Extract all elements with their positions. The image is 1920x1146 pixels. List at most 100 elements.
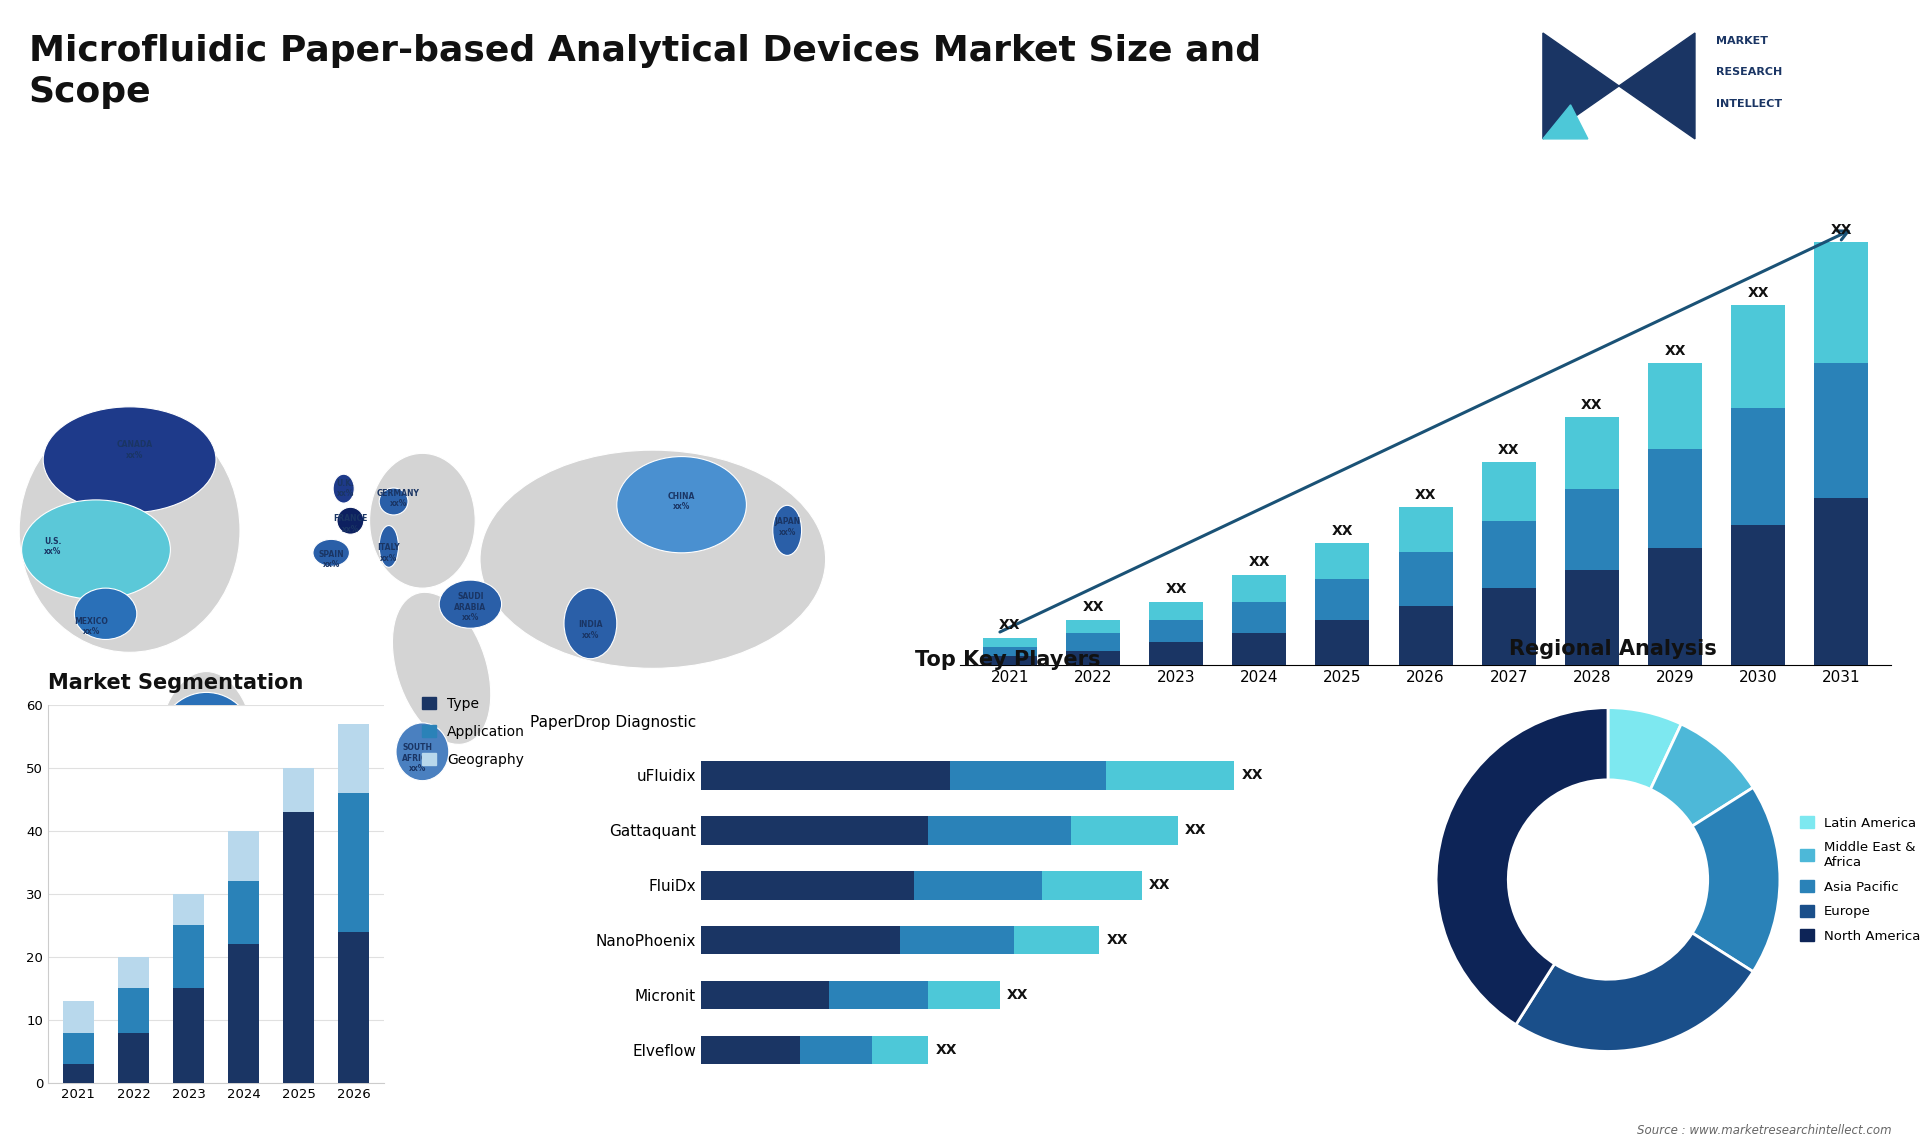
Bar	[228, 881, 259, 944]
Bar	[1482, 588, 1536, 665]
Text: XX: XX	[1248, 556, 1269, 570]
Text: CHINA
xx%: CHINA xx%	[668, 492, 695, 511]
Bar	[1014, 926, 1100, 955]
Bar	[701, 871, 914, 900]
Bar	[228, 831, 259, 881]
Ellipse shape	[156, 787, 219, 864]
Text: XX: XX	[1242, 769, 1263, 783]
Bar	[1150, 602, 1204, 620]
Wedge shape	[1692, 787, 1780, 972]
Bar	[173, 894, 204, 926]
Text: ARGENTINA
xx%: ARGENTINA xx%	[132, 813, 184, 832]
Bar	[1814, 363, 1868, 499]
Bar	[701, 761, 950, 790]
Ellipse shape	[21, 500, 171, 599]
Ellipse shape	[19, 408, 240, 652]
Bar	[284, 768, 313, 811]
Text: XX: XX	[1185, 823, 1206, 838]
Bar	[338, 793, 369, 932]
Text: XX: XX	[1830, 222, 1853, 236]
Text: XX: XX	[1415, 488, 1436, 502]
Ellipse shape	[156, 672, 257, 851]
Bar	[1732, 305, 1786, 408]
Bar	[338, 932, 369, 1083]
Ellipse shape	[396, 723, 449, 780]
Bar	[1647, 548, 1701, 665]
Text: Microfluidic Paper-based Analytical Devices Market Size and
Scope: Microfluidic Paper-based Analytical Devi…	[29, 34, 1261, 109]
Text: CANADA
xx%: CANADA xx%	[117, 440, 152, 460]
Ellipse shape	[338, 508, 363, 534]
Ellipse shape	[157, 692, 253, 792]
Bar	[950, 761, 1106, 790]
Text: XX: XX	[1083, 601, 1104, 614]
Bar	[1066, 651, 1119, 665]
Bar	[1482, 462, 1536, 520]
Bar	[284, 811, 313, 1083]
Bar	[701, 926, 900, 955]
Bar	[1565, 489, 1619, 571]
Bar	[701, 816, 929, 845]
Text: XX: XX	[998, 619, 1021, 633]
Bar	[1565, 571, 1619, 665]
Bar	[983, 637, 1037, 646]
Bar	[1066, 634, 1119, 651]
Text: XX: XX	[1006, 988, 1029, 1002]
Ellipse shape	[758, 732, 854, 809]
Bar	[63, 1063, 94, 1083]
Wedge shape	[1651, 724, 1753, 826]
Bar	[1732, 525, 1786, 665]
Legend: Type, Application, Geography: Type, Application, Geography	[419, 693, 530, 771]
Bar	[1066, 620, 1119, 634]
Ellipse shape	[378, 526, 399, 567]
Text: Regional Analysis: Regional Analysis	[1509, 639, 1716, 659]
Bar	[1398, 606, 1453, 665]
Ellipse shape	[480, 450, 826, 668]
Bar	[1233, 602, 1286, 634]
Text: XX: XX	[1148, 878, 1171, 893]
Bar	[1315, 543, 1369, 579]
Text: MEXICO
xx%: MEXICO xx%	[75, 617, 108, 636]
Text: FRANCE
xx%: FRANCE xx%	[334, 515, 367, 534]
Ellipse shape	[378, 488, 407, 515]
Text: XX: XX	[1498, 442, 1519, 457]
Text: XX: XX	[1106, 933, 1127, 948]
Text: INTELLECT: INTELLECT	[1716, 99, 1782, 109]
Bar	[1150, 620, 1204, 642]
Bar	[983, 656, 1037, 665]
Bar	[1398, 552, 1453, 606]
Text: SPAIN
xx%: SPAIN xx%	[319, 550, 344, 568]
Bar	[119, 1033, 148, 1083]
Bar	[914, 871, 1043, 900]
Ellipse shape	[369, 454, 476, 588]
Bar	[829, 981, 929, 1010]
Wedge shape	[1517, 933, 1753, 1051]
Bar	[119, 957, 148, 988]
Ellipse shape	[772, 505, 801, 556]
Bar	[1814, 499, 1868, 665]
Bar	[63, 1002, 94, 1033]
Text: BRAZIL
xx%: BRAZIL xx%	[161, 732, 194, 752]
Bar	[228, 944, 259, 1083]
Ellipse shape	[440, 580, 501, 628]
Bar	[900, 926, 1014, 955]
Bar	[173, 926, 204, 988]
Text: MARKET: MARKET	[1716, 36, 1768, 46]
Bar	[1398, 508, 1453, 552]
Bar	[1150, 642, 1204, 665]
Bar	[119, 988, 148, 1033]
Text: JAPAN
xx%: JAPAN xx%	[774, 518, 801, 536]
Polygon shape	[1544, 104, 1588, 139]
Bar	[1647, 449, 1701, 548]
Bar	[983, 646, 1037, 656]
Bar	[1482, 520, 1536, 588]
Ellipse shape	[334, 474, 353, 503]
Text: XX: XX	[1747, 285, 1768, 299]
Bar	[63, 1033, 94, 1063]
Text: GERMANY
xx%: GERMANY xx%	[376, 488, 420, 508]
Text: XX: XX	[1332, 524, 1354, 537]
Bar	[872, 1036, 929, 1065]
Text: U.S.
xx%: U.S. xx%	[44, 536, 61, 556]
Text: U.K.
xx%: U.K. xx%	[336, 479, 355, 499]
Bar	[1233, 634, 1286, 665]
Legend: Latin America, Middle East &
Africa, Asia Pacific, Europe, North America: Latin America, Middle East & Africa, Asi…	[1795, 811, 1920, 948]
